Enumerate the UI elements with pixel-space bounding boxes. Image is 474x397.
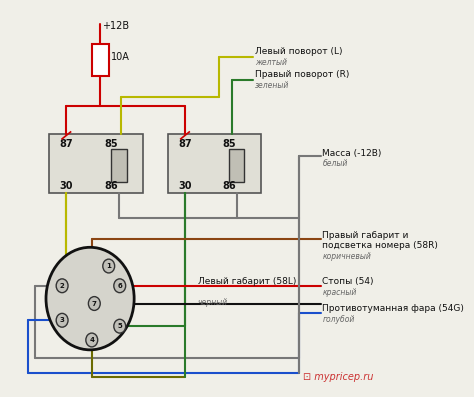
Text: зеленый: зеленый: [255, 81, 290, 90]
Text: 85: 85: [104, 139, 118, 149]
Text: Масса (-12В): Масса (-12В): [322, 149, 382, 158]
Circle shape: [86, 333, 98, 347]
Bar: [168, 134, 261, 193]
Circle shape: [103, 259, 115, 273]
Text: Левый поворот (L): Левый поворот (L): [255, 47, 343, 56]
Text: 4: 4: [89, 337, 94, 343]
Text: 86: 86: [104, 181, 118, 191]
Circle shape: [114, 319, 126, 333]
Bar: [92, 44, 109, 76]
Bar: [49, 134, 143, 193]
Text: 87: 87: [178, 139, 192, 149]
Text: 1: 1: [106, 263, 111, 269]
Text: черный: черный: [198, 298, 228, 306]
Text: 6: 6: [118, 283, 122, 289]
Text: ⊡ mypricep.ru: ⊡ mypricep.ru: [303, 372, 373, 382]
Text: Противотуманная фара (54G): Противотуманная фара (54G): [322, 304, 464, 314]
Text: Правый габарит и: Правый габарит и: [322, 231, 409, 239]
Bar: [111, 149, 127, 182]
Text: подсветка номера (58R): подсветка номера (58R): [322, 241, 438, 251]
Text: 10А: 10А: [111, 52, 130, 62]
Text: коричневый: коричневый: [322, 252, 371, 261]
Text: голубой: голубой: [322, 315, 355, 324]
Text: 86: 86: [222, 181, 236, 191]
Text: 5: 5: [118, 323, 122, 329]
Text: Левый габарит (58L): Левый габарит (58L): [198, 277, 296, 286]
Text: 7: 7: [92, 301, 97, 306]
Circle shape: [88, 297, 100, 310]
Circle shape: [46, 247, 134, 350]
Bar: [229, 149, 244, 182]
Text: 30: 30: [178, 181, 192, 191]
Text: 87: 87: [60, 139, 73, 149]
Text: Правый поворот (R): Правый поворот (R): [255, 70, 350, 79]
Text: белый: белый: [322, 158, 348, 168]
Text: Стопы (54): Стопы (54): [322, 277, 374, 286]
Circle shape: [114, 279, 126, 293]
Text: 85: 85: [222, 139, 236, 149]
Circle shape: [56, 279, 68, 293]
Circle shape: [56, 313, 68, 327]
Text: красный: красный: [322, 288, 356, 297]
Text: 30: 30: [60, 181, 73, 191]
Text: 2: 2: [60, 283, 64, 289]
Text: +12В: +12В: [102, 21, 129, 31]
Text: 3: 3: [60, 317, 64, 323]
Text: желтый: желтый: [255, 58, 287, 67]
